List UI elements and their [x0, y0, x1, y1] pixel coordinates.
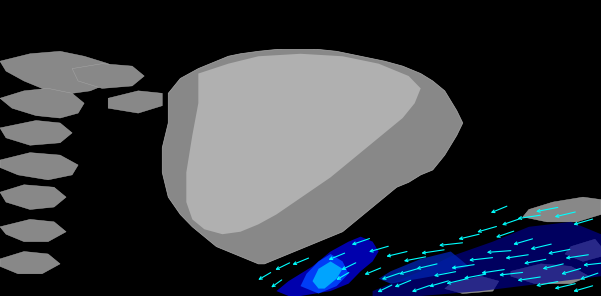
Polygon shape — [0, 185, 66, 210]
Polygon shape — [300, 254, 349, 294]
Polygon shape — [0, 252, 60, 274]
Polygon shape — [108, 91, 162, 113]
Polygon shape — [523, 197, 601, 222]
Polygon shape — [0, 89, 84, 118]
Polygon shape — [186, 54, 421, 234]
Text: Arrows show the wind wave direction: Arrows show the wind wave direction — [171, 33, 430, 47]
Polygon shape — [72, 64, 144, 89]
Polygon shape — [0, 120, 72, 145]
Polygon shape — [0, 51, 120, 93]
Polygon shape — [379, 252, 469, 284]
Polygon shape — [276, 237, 379, 296]
Polygon shape — [0, 153, 78, 180]
Polygon shape — [565, 239, 601, 261]
Polygon shape — [162, 49, 463, 264]
Text: Secondary Swell energy on Thursday 27 Mar at 12am -03: Secondary Swell energy on Thursday 27 Ma… — [20, 8, 581, 27]
Polygon shape — [373, 222, 601, 296]
Polygon shape — [445, 276, 499, 294]
Polygon shape — [313, 261, 343, 289]
Polygon shape — [0, 219, 66, 242]
Polygon shape — [511, 264, 589, 284]
